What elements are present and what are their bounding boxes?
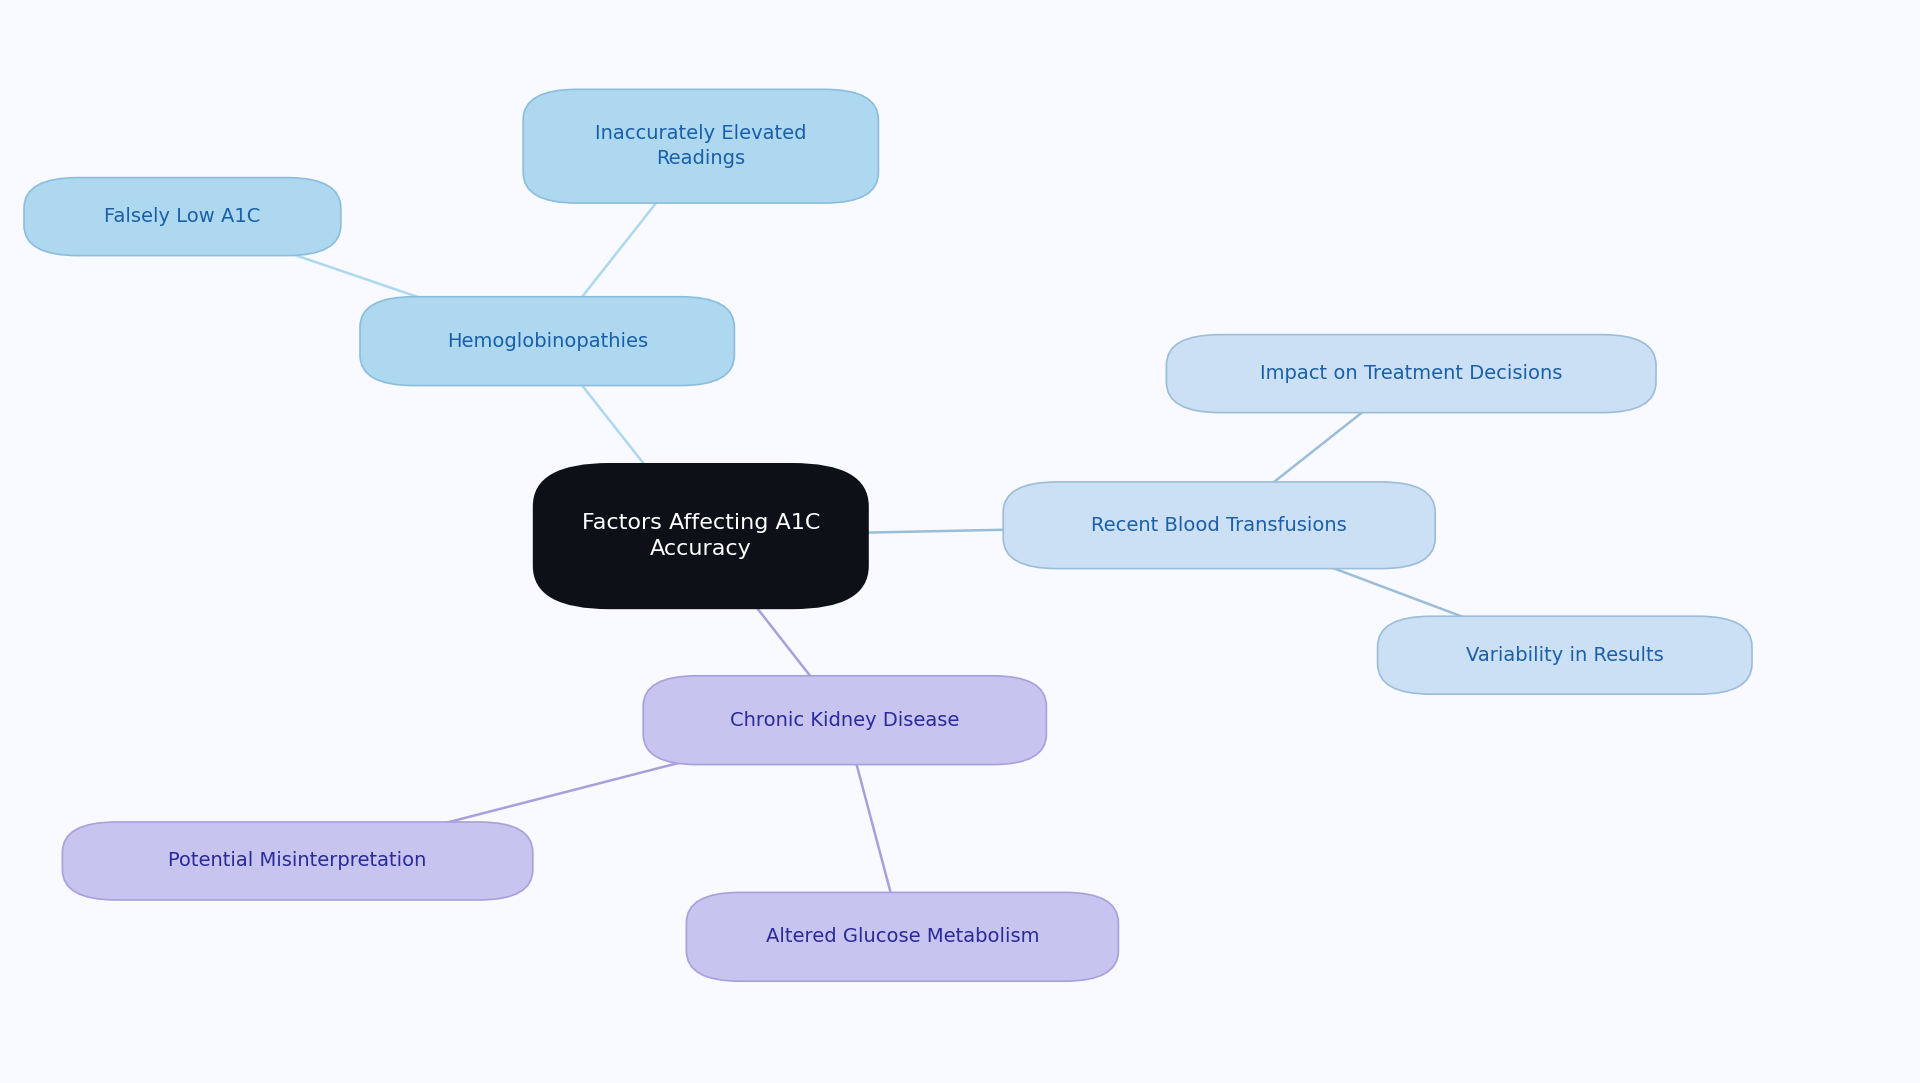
Text: Variability in Results: Variability in Results [1467,645,1663,665]
Text: Impact on Treatment Decisions: Impact on Treatment Decisions [1260,364,1563,383]
FancyBboxPatch shape [522,90,877,204]
Text: Potential Misinterpretation: Potential Misinterpretation [169,851,426,871]
Text: Recent Blood Transfusions: Recent Blood Transfusions [1091,516,1348,535]
FancyBboxPatch shape [1377,616,1751,694]
FancyBboxPatch shape [61,822,532,900]
FancyBboxPatch shape [359,297,733,386]
Text: Hemoglobinopathies: Hemoglobinopathies [447,331,647,351]
FancyBboxPatch shape [23,178,340,256]
FancyBboxPatch shape [643,676,1046,765]
Text: Falsely Low A1C: Falsely Low A1C [104,207,261,226]
FancyBboxPatch shape [1002,482,1434,569]
Text: Chronic Kidney Disease: Chronic Kidney Disease [730,710,960,730]
FancyBboxPatch shape [1165,335,1655,413]
FancyBboxPatch shape [687,892,1117,981]
FancyBboxPatch shape [532,464,868,609]
Text: Altered Glucose Metabolism: Altered Glucose Metabolism [766,927,1039,947]
Text: Inaccurately Elevated
Readings: Inaccurately Elevated Readings [595,125,806,168]
Text: Factors Affecting A1C
Accuracy: Factors Affecting A1C Accuracy [582,513,820,559]
